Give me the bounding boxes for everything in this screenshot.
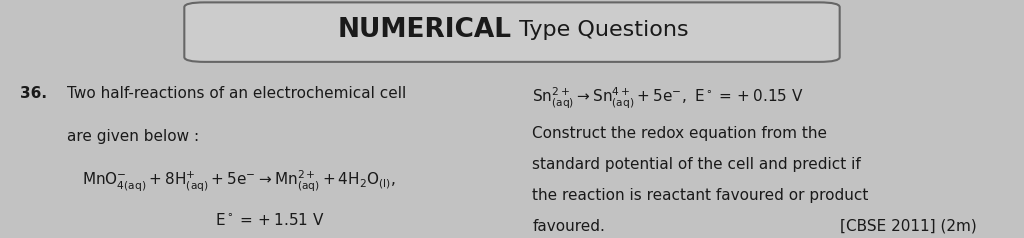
- Text: NUMERICAL: NUMERICAL: [338, 17, 512, 43]
- Text: are given below :: are given below :: [67, 129, 199, 144]
- Text: Two half-reactions of an electrochemical cell: Two half-reactions of an electrochemical…: [67, 86, 406, 101]
- Text: $\mathrm{Sn^{2+}_{(aq)} \rightarrow Sn^{4+}_{(aq)} + 5e^{-},\ E^\circ = +0.15\ V: $\mathrm{Sn^{2+}_{(aq)} \rightarrow Sn^{…: [532, 86, 804, 111]
- Text: Type Questions: Type Questions: [512, 20, 688, 40]
- Text: favoured.: favoured.: [532, 219, 605, 234]
- Text: 36.: 36.: [20, 86, 47, 101]
- Text: standard potential of the cell and predict if: standard potential of the cell and predi…: [532, 157, 861, 172]
- Text: Construct the redox equation from the: Construct the redox equation from the: [532, 126, 827, 141]
- Text: [CBSE 2011] (2m): [CBSE 2011] (2m): [840, 219, 977, 234]
- Text: $\mathrm{MnO^{-}_{4(aq)} + 8H^{+}_{(aq)} + 5e^{-} \rightarrow Mn^{2+}_{(aq)} + 4: $\mathrm{MnO^{-}_{4(aq)} + 8H^{+}_{(aq)}…: [82, 169, 395, 194]
- Text: the reaction is reactant favoured or product: the reaction is reactant favoured or pro…: [532, 188, 868, 203]
- FancyBboxPatch shape: [184, 2, 840, 62]
- Text: $\mathrm{E^\circ = +1.51\ V}$: $\mathrm{E^\circ = +1.51\ V}$: [215, 212, 325, 228]
